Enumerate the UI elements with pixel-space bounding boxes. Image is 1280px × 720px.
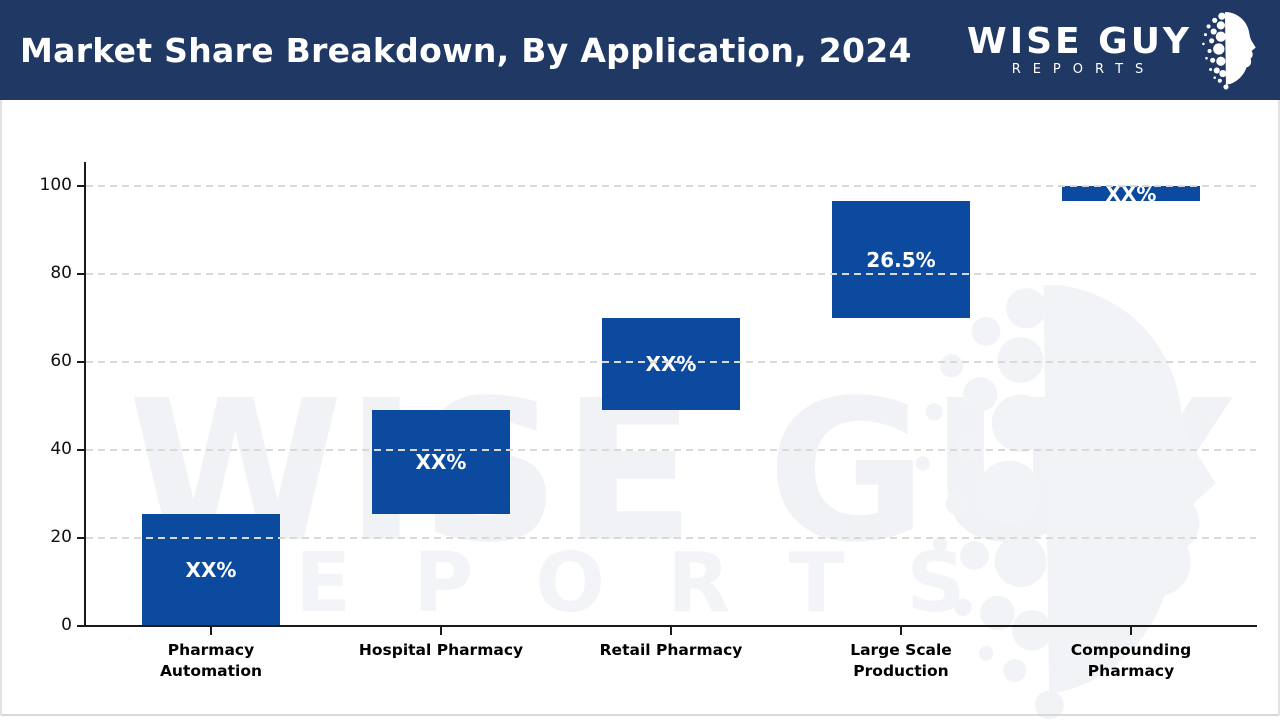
y-tick-mark bbox=[77, 537, 85, 539]
figure-right-border bbox=[1278, 100, 1280, 716]
gridline-20 bbox=[86, 537, 1256, 539]
x-tick-mark bbox=[670, 626, 672, 635]
x-axis-category-label: Compounding Pharmacy bbox=[1070, 641, 1192, 680]
y-tick-label: 20 bbox=[50, 527, 72, 547]
y-tick-label: 80 bbox=[50, 263, 72, 283]
figure-bottom-border bbox=[0, 714, 1280, 716]
x-tick-mark bbox=[440, 626, 442, 635]
y-tick-mark bbox=[77, 449, 85, 451]
x-tick-mark bbox=[210, 626, 212, 635]
y-tick-label: 40 bbox=[50, 439, 72, 459]
watermark-text-line2: REPORTS bbox=[170, 536, 1028, 631]
y-tick-mark bbox=[77, 185, 85, 187]
logo-wordmark: WISE GUY REPORTS bbox=[967, 23, 1192, 77]
bar-hospital-pharmacy: XX% bbox=[372, 410, 510, 514]
bar-retail-pharmacy: XX% bbox=[602, 318, 740, 411]
page-title: Market Share Breakdown, By Application, … bbox=[20, 30, 912, 70]
x-tick-mark bbox=[1130, 626, 1132, 635]
bar-value-label: XX% bbox=[415, 450, 467, 475]
bar-value-label: XX% bbox=[1105, 186, 1157, 202]
y-tick-mark bbox=[77, 273, 85, 275]
bar-value-label: XX% bbox=[185, 557, 237, 582]
logo-head-icon bbox=[1196, 9, 1258, 91]
gridline-40 bbox=[86, 449, 1256, 451]
bar-value-label: 26.5% bbox=[866, 247, 936, 272]
logo-wordmark-line2: REPORTS bbox=[1011, 61, 1156, 77]
x-axis-category-label: Hospital Pharmacy bbox=[358, 641, 524, 659]
logo-wordmark-line1: WISE GUY bbox=[966, 21, 1192, 63]
figure-left-border bbox=[0, 100, 2, 716]
x-tick-mark bbox=[900, 626, 902, 635]
x-axis-category-label: Pharmacy Automation bbox=[159, 641, 263, 680]
header-bar: Market Share Breakdown, By Application, … bbox=[0, 0, 1280, 100]
x-axis-category-label: Retail Pharmacy bbox=[599, 641, 743, 659]
y-tick-label: 100 bbox=[39, 175, 72, 195]
wiseguy-logo: WISE GUY REPORTS bbox=[967, 9, 1258, 91]
y-tick-mark bbox=[77, 625, 85, 627]
x-axis-category-label: Large Scale Production bbox=[850, 641, 952, 680]
bar-pharmacy-automation: XX% bbox=[142, 513, 280, 626]
gridline-80 bbox=[86, 273, 1256, 275]
bar-compounding-pharmacy: XX% bbox=[1062, 186, 1200, 202]
y-tick-mark bbox=[77, 361, 85, 363]
gridline-60 bbox=[86, 361, 1256, 363]
bar-value-label: XX% bbox=[645, 352, 697, 377]
gridline-100 bbox=[86, 185, 1256, 187]
y-axis-spine bbox=[84, 162, 86, 627]
y-tick-label: 60 bbox=[50, 351, 72, 371]
y-tick-label: 0 bbox=[61, 615, 72, 635]
bar-large-scale-production: 26.5% bbox=[832, 201, 970, 318]
